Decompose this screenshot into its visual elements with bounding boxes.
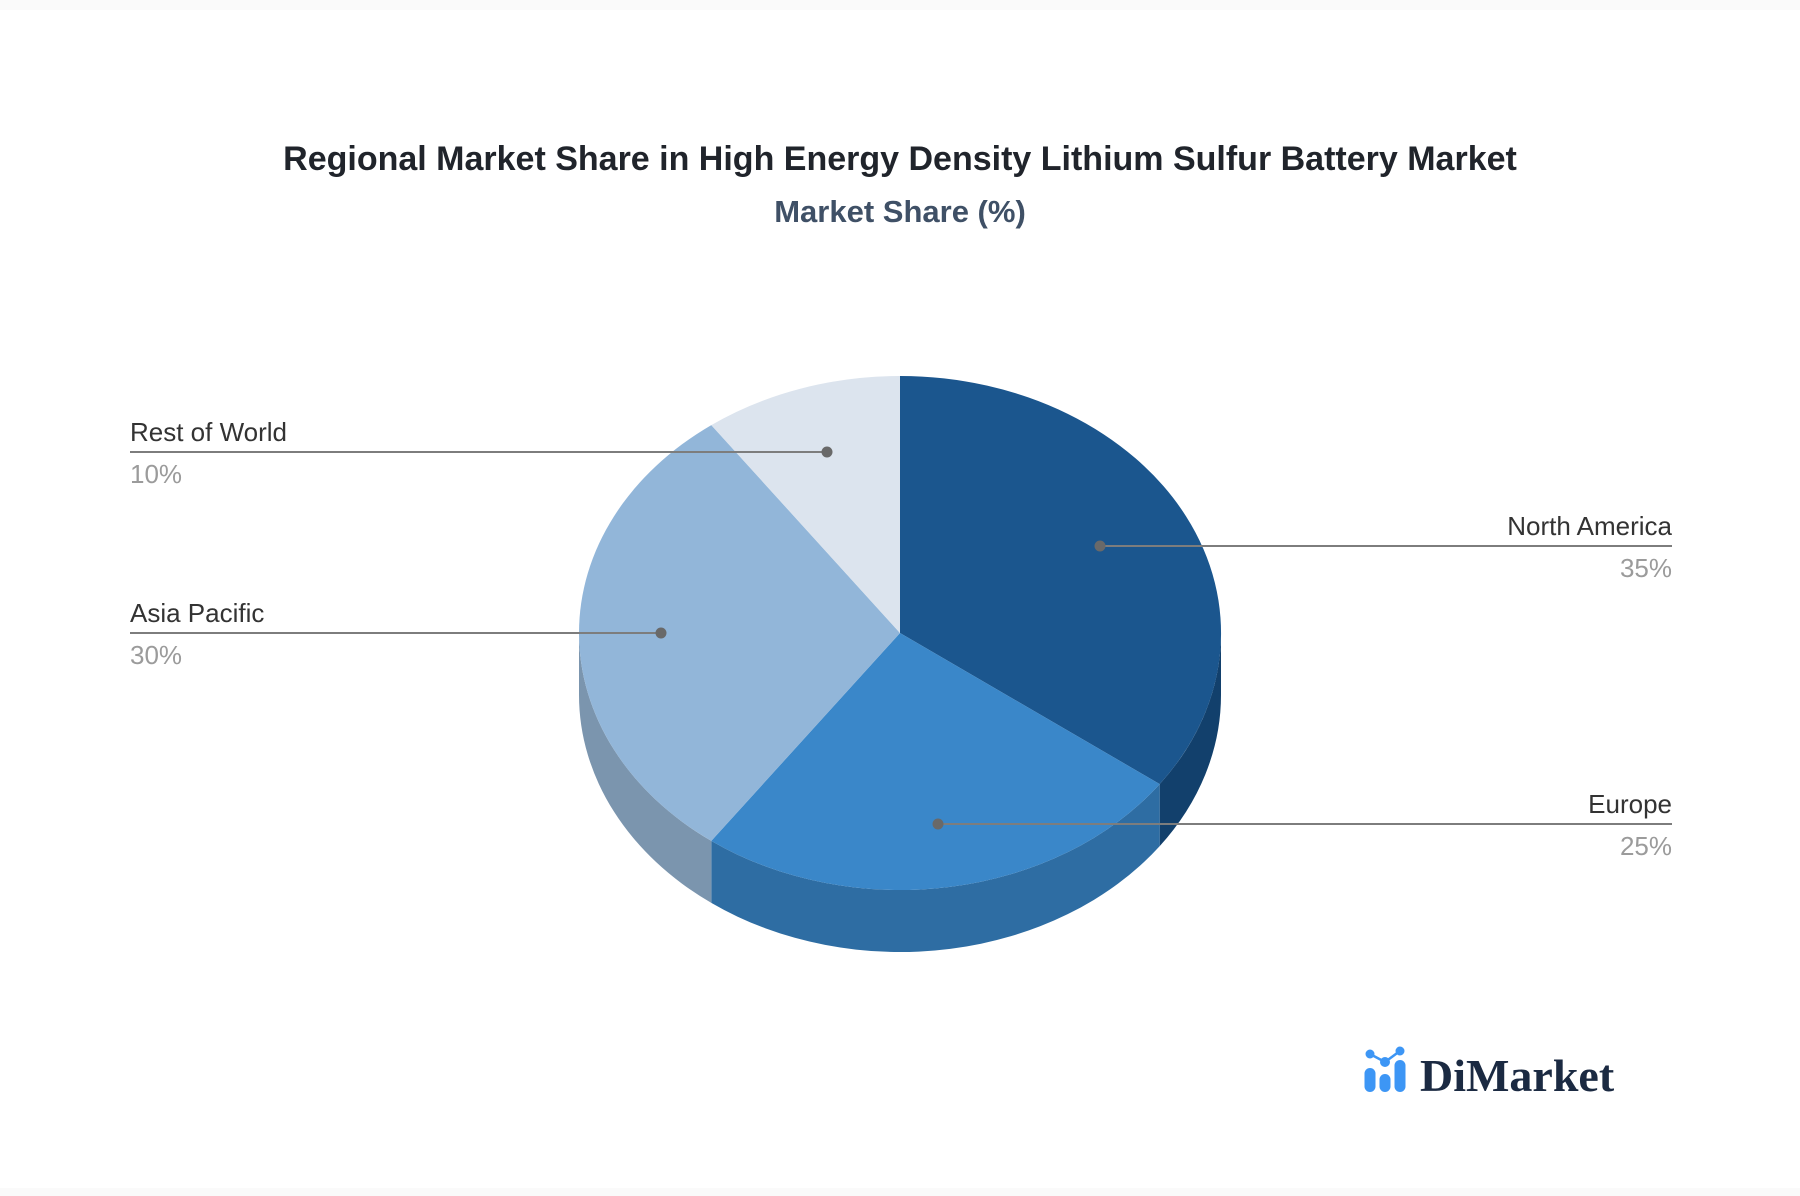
pct-rest-of-world: 10%: [130, 459, 182, 489]
label-europe: Europe: [1588, 789, 1672, 819]
callout-labels: Rest of World 10% Asia Pacific 30% North…: [130, 417, 1673, 861]
chart-subtitle: Market Share (%): [774, 194, 1026, 229]
brand-logo-text: DiMarket: [1420, 1050, 1615, 1101]
leader-dot-europe: [932, 818, 944, 830]
bar-line-chart-icon: [1364, 1046, 1406, 1092]
pie-slice-europe[interactable]: [711, 633, 1160, 891]
label-asia-pacific: Asia Pacific: [130, 598, 264, 628]
leader-dot-asia-pacific: [655, 627, 667, 639]
page-bottom-edge: [0, 1188, 1800, 1196]
pie-side-europe: [711, 784, 1160, 953]
pct-north-america: 35%: [1620, 553, 1672, 583]
leader-dot-north-america: [1094, 540, 1106, 552]
leader-dot-rest-of-world: [821, 446, 833, 458]
page-top-edge: [0, 0, 1800, 10]
label-north-america: North America: [1507, 511, 1672, 541]
pie-slice-north-america[interactable]: [900, 376, 1222, 785]
pct-asia-pacific: 30%: [130, 640, 182, 670]
label-rest-of-world: Rest of World: [130, 417, 287, 447]
pie-slice-asia-pacific[interactable]: [579, 425, 900, 841]
brand-logo: DiMarket: [1364, 1046, 1615, 1101]
pie-chart: [579, 376, 1222, 953]
pie-side-north-america: [1159, 633, 1221, 847]
pie-slice-rest-of-world[interactable]: [711, 376, 900, 633]
pie-side-asia-pacific: [579, 633, 712, 903]
callout-lines: [130, 446, 1672, 830]
chart-title: Regional Market Share in High Energy Den…: [283, 140, 1517, 178]
pct-europe: 25%: [1620, 831, 1672, 861]
